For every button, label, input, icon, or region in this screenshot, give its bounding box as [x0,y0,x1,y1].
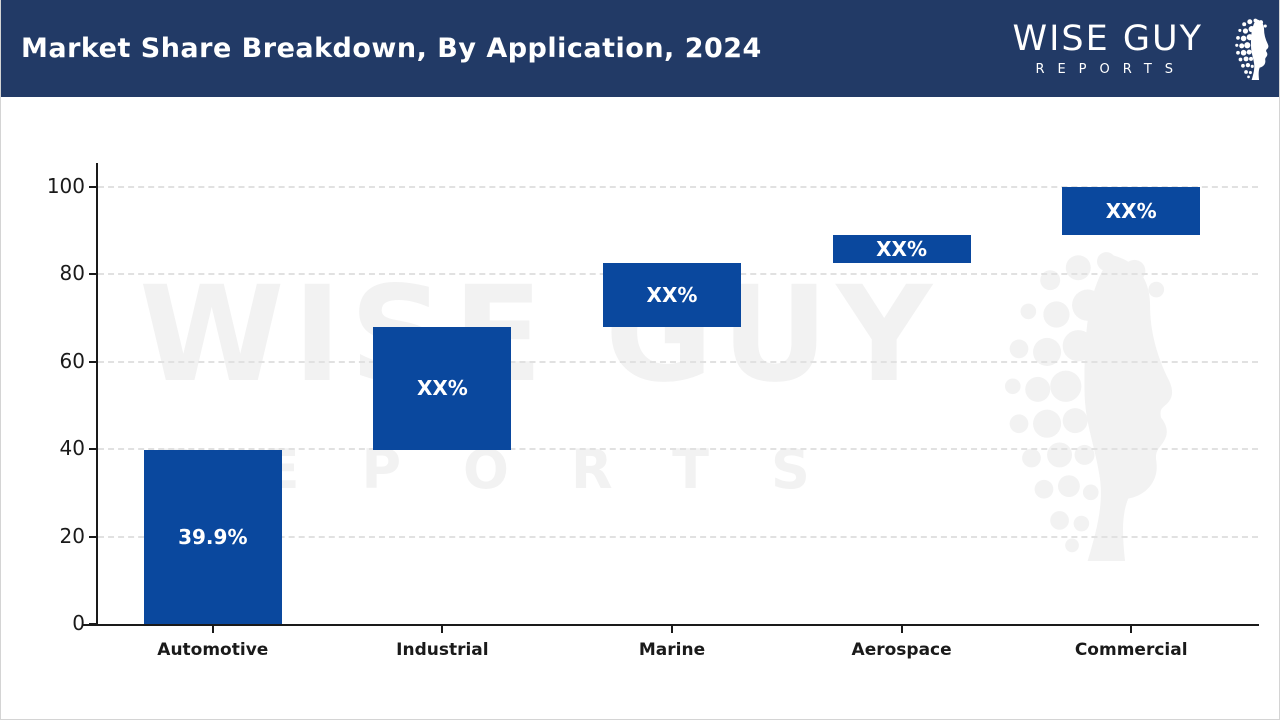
x-category-label-commercial: Commercial [1074,640,1188,660]
y-tick-label-60: 60 [59,348,85,373]
bar-value-label: XX% [1105,199,1157,224]
bar-value-label: XX% [646,283,698,308]
y-tick-mark-100 [89,186,97,188]
y-tick-label-80: 80 [59,261,85,286]
wise-guy-reports-logo: WISE GUY REPORTS [1012,6,1269,92]
x-category-label-automotive: Automotive [157,640,269,660]
watermark-wordmark: WISE GUY [139,258,941,412]
x-tick-mark-marine [671,626,673,633]
bar-marine: XX% [603,263,741,327]
bar-commercial: XX% [1062,187,1201,236]
gridline-100 [98,186,1258,188]
y-axis-line [96,163,98,626]
y-tick-mark-80 [89,273,97,276]
y-tick-label-40: 40 [59,436,85,461]
bar-industrial: XX% [373,326,512,450]
bar-value-label: XX% [876,237,928,262]
x-category-label-aerospace: Aerospace [851,640,952,660]
header-band: Market Share Breakdown, By Application, … [1,0,1279,97]
x-tick-mark-automotive [211,626,214,633]
logo-wordmark: WISE GUY [1012,19,1203,59]
y-tick-label-100: 100 [46,174,85,198]
x-tick-mark-aerospace [900,626,903,633]
logo-subtitle: REPORTS [1035,62,1187,77]
bar-aerospace: XX% [832,235,971,264]
gridline-60 [98,360,1258,363]
x-category-label-industrial: Industrial [396,640,489,660]
x-tick-mark-commercial [1130,626,1133,633]
y-tick-mark-20 [89,535,97,538]
y-tick-label-20: 20 [59,523,85,548]
chart-title: Market Share Breakdown, By Application, … [21,33,762,64]
chart-area: WISE GUY REPORTS 0 20 40 60 80 100 39.9% XX% XX%… [1,97,1279,719]
bar-value-label: XX% [416,376,468,401]
gridline-20 [98,535,1258,538]
plot-area: 0 20 40 60 80 100 39.9% XX% XX% XX% XX% Automotive I… [1,97,1279,719]
logo-text: WISE GUY REPORTS [1012,19,1203,77]
gridline-40 [98,448,1258,451]
bar-automotive: 39.9% [143,449,282,624]
y-tick-label-0: 0 [72,611,85,635]
y-tick-mark-40 [89,448,97,451]
x-axis-line [83,624,1259,626]
head-silhouette-icon [1207,7,1269,91]
x-tick-mark-industrial [441,626,444,633]
y-tick-mark-60 [89,360,97,363]
bar-value-label: 39.9% [178,524,248,549]
x-category-label-marine: Marine [638,640,706,660]
